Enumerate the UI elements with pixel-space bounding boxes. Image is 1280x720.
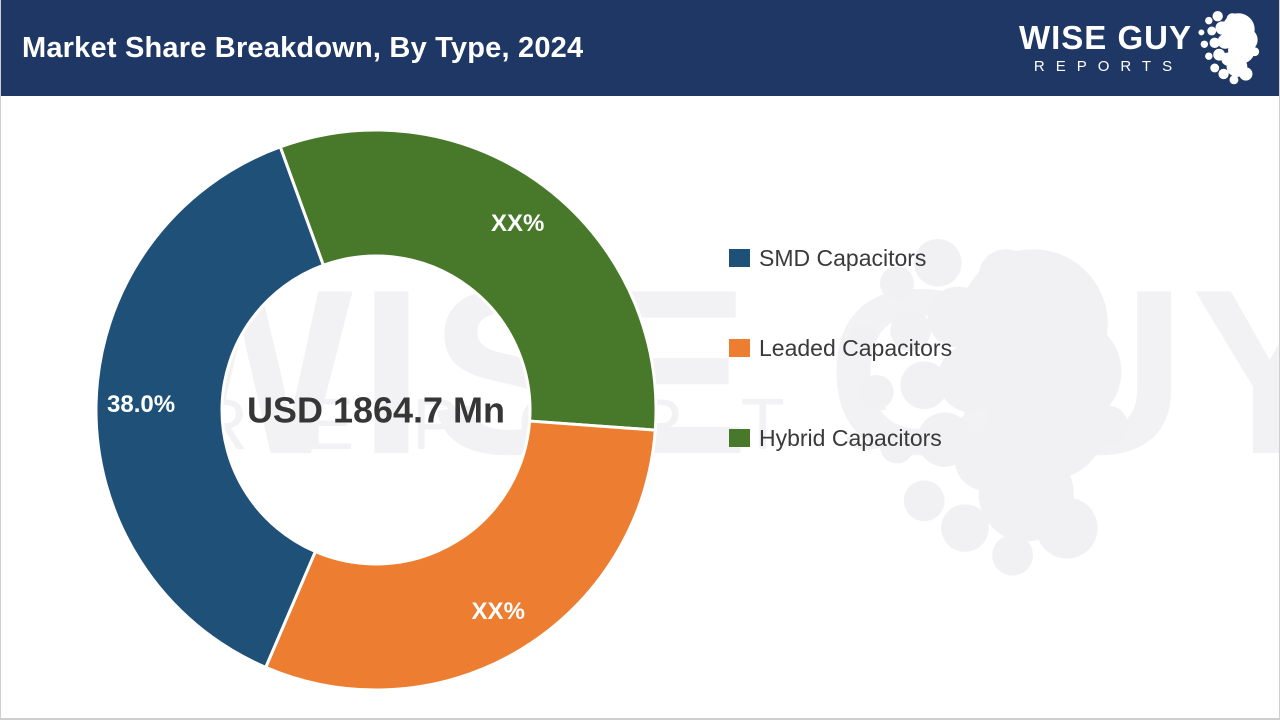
chart-legend: SMD Capacitors Leaded Capacitors Hybrid … bbox=[729, 246, 952, 450]
donut-segment-leaded-capacitors bbox=[263, 419, 657, 692]
donut-center-value: USD 1864.7 Mn bbox=[247, 390, 505, 431]
legend-label: SMD Capacitors bbox=[759, 245, 927, 271]
wiseguy-logo-text: WISE GUY REPORTS bbox=[1018, 18, 1192, 76]
legend-item-leaded-capacitors: Leaded Capacitors bbox=[729, 336, 952, 360]
donut-segment-hybrid-capacitors bbox=[278, 128, 658, 432]
legend-label: Leaded Capacitors bbox=[759, 335, 953, 361]
donut-segment-smd-capacitors bbox=[94, 144, 326, 670]
header-bar: Market Share Breakdown, By Type, 2024 WI… bbox=[1, 0, 1279, 96]
watermark-face-icon bbox=[849, 239, 1129, 576]
page-title: Market Share Breakdown, By Type, 2024 bbox=[22, 31, 584, 64]
logo-subtitle: REPORTS bbox=[1033, 58, 1184, 76]
chart-area: WISE GUY REPORTS XX%XX%38.0%USD 1864.7 M… bbox=[1, 96, 1279, 718]
legend-item-smd-capacitors: SMD Capacitors bbox=[729, 246, 952, 270]
segment-label-smd-capacitors: 38.0% bbox=[107, 391, 175, 418]
logo-wordmark: WISE GUY bbox=[1018, 18, 1192, 56]
logo-face-icon bbox=[1198, 11, 1260, 85]
legend-swatch-smd bbox=[729, 249, 750, 267]
segment-label-leaded-capacitors: XX% bbox=[472, 598, 525, 625]
wiseguy-logo: WISE GUY REPORTS bbox=[1019, 4, 1268, 92]
legend-label: Hybrid Capacitors bbox=[759, 425, 942, 451]
legend-swatch-leaded bbox=[729, 339, 750, 357]
segment-label-hybrid-capacitors: XX% bbox=[491, 210, 544, 237]
legend-item-hybrid-capacitors: Hybrid Capacitors bbox=[729, 426, 952, 450]
legend-swatch-hybrid bbox=[729, 429, 750, 447]
donut-chart: XX% XX% 38.0% USD 1864.7 Mn bbox=[94, 128, 658, 692]
